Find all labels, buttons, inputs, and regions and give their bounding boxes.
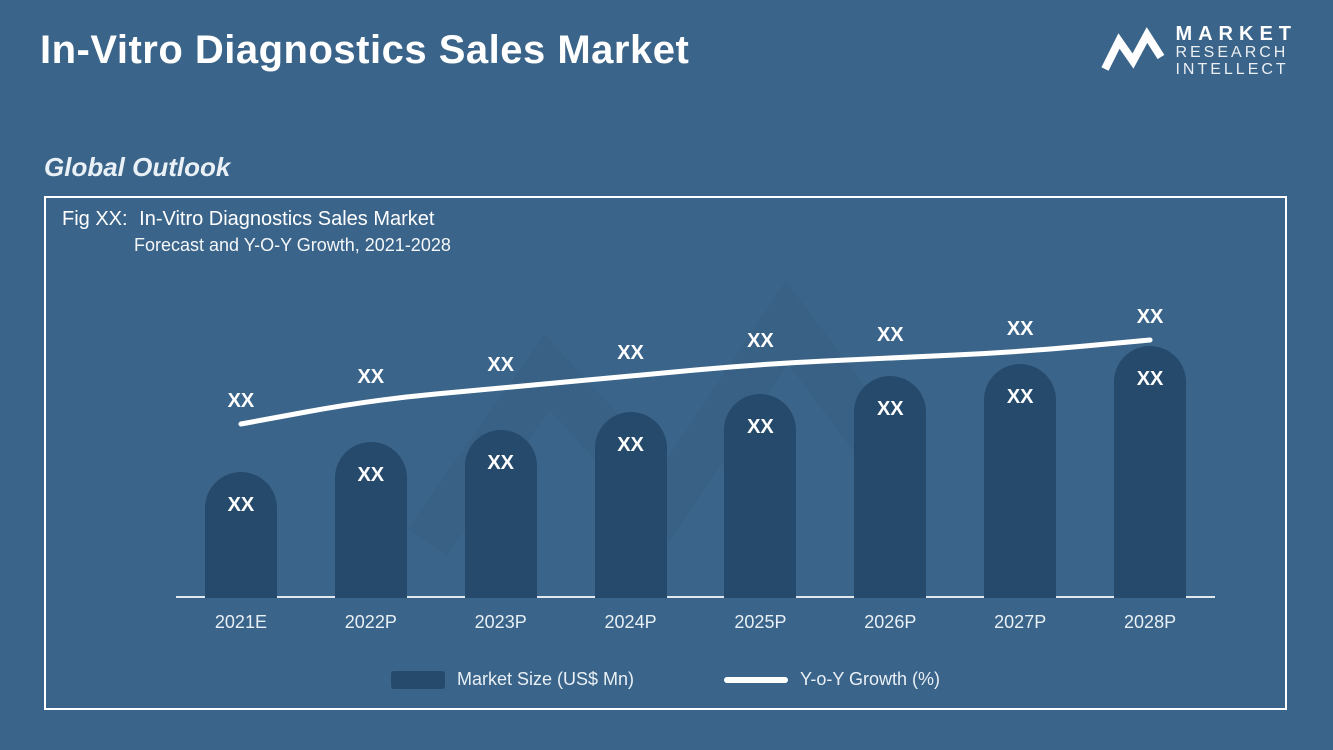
legend: Market Size (US$ Mn) Y-o-Y Growth (%): [46, 669, 1285, 690]
bar: XX: [984, 364, 1056, 598]
line-value-label: XX: [747, 330, 774, 353]
x-axis-label: 2023P: [475, 612, 527, 633]
plot-area: XXXXXXXXXXXXXXXXXXXXXXXXXXXXXXXX2021E202…: [176, 298, 1215, 598]
x-axis-label: 2026P: [864, 612, 916, 633]
x-axis-label: 2027P: [994, 612, 1046, 633]
x-axis-label: 2021E: [215, 612, 267, 633]
figure-caption: Fig XX: In-Vitro Diagnostics Sales Marke…: [62, 208, 451, 256]
page-title: In-Vitro Diagnostics Sales Market: [40, 28, 689, 73]
bar: XX: [854, 376, 926, 598]
line-value-label: XX: [1137, 306, 1164, 329]
caption-line1: In-Vitro Diagnostics Sales Market: [139, 208, 434, 230]
brand-logo: MARKET RESEARCH INTELLECT: [1101, 24, 1297, 79]
bar-value-label: XX: [747, 416, 774, 439]
bar-value-label: XX: [617, 434, 644, 457]
growth-line: [176, 298, 1215, 598]
bar-value-label: XX: [228, 494, 255, 517]
logo-line1: MARKET: [1175, 24, 1297, 45]
bar-value-label: XX: [877, 398, 904, 421]
bar: XX: [335, 442, 407, 598]
bar-value-label: XX: [1137, 368, 1164, 391]
legend-item-line: Y-o-Y Growth (%): [724, 669, 940, 690]
caption-prefix: Fig XX:: [62, 208, 128, 230]
legend-swatch-line: [724, 677, 788, 683]
line-value-label: XX: [487, 354, 514, 377]
bar: XX: [595, 412, 667, 598]
legend-item-bar: Market Size (US$ Mn): [391, 669, 634, 690]
line-value-label: XX: [228, 390, 255, 413]
x-axis-line: [176, 596, 1215, 598]
logo-icon: [1101, 27, 1165, 75]
bar-value-label: XX: [357, 464, 384, 487]
x-axis-label: 2025P: [734, 612, 786, 633]
x-axis-label: 2028P: [1124, 612, 1176, 633]
bar: XX: [205, 472, 277, 598]
line-value-label: XX: [877, 324, 904, 347]
bar: XX: [465, 430, 537, 598]
line-value-label: XX: [1007, 318, 1034, 341]
x-axis-label: 2022P: [345, 612, 397, 633]
bar: XX: [724, 394, 796, 598]
legend-label-bar: Market Size (US$ Mn): [457, 669, 634, 690]
bar: XX: [1114, 346, 1186, 598]
x-axis-label: 2024P: [605, 612, 657, 633]
bar-value-label: XX: [487, 452, 514, 475]
line-value-label: XX: [357, 366, 384, 389]
chart-panel: Fig XX: In-Vitro Diagnostics Sales Marke…: [44, 196, 1287, 710]
legend-swatch-bar: [391, 671, 445, 689]
logo-line2: RESEARCH: [1175, 45, 1297, 62]
legend-label-line: Y-o-Y Growth (%): [800, 669, 940, 690]
subtitle: Global Outlook: [44, 152, 230, 183]
bar-value-label: XX: [1007, 386, 1034, 409]
line-value-label: XX: [617, 342, 644, 365]
caption-line2: Forecast and Y-O-Y Growth, 2021-2028: [134, 235, 451, 256]
logo-line3: INTELLECT: [1175, 62, 1297, 79]
